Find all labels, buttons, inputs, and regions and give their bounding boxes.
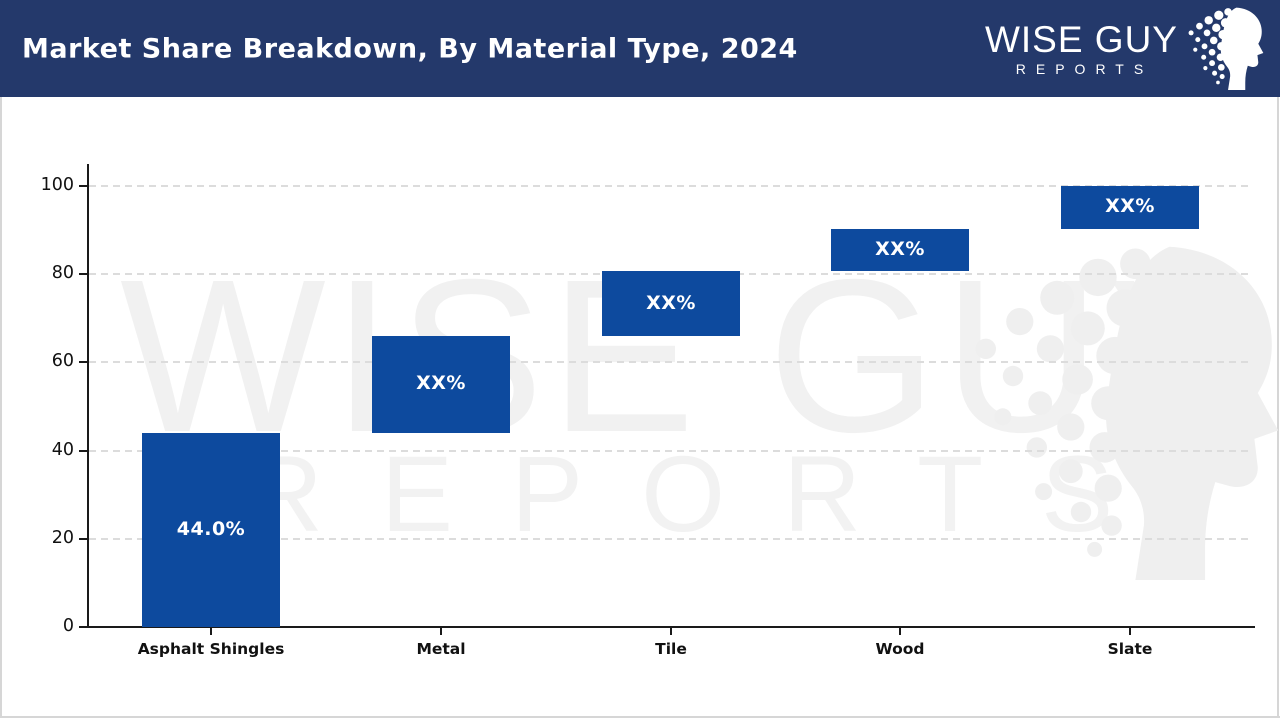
- x-tick-label: Slate: [1107, 640, 1153, 658]
- logo-wordmark: WISE GUY: [984, 18, 1178, 60]
- y-axis-line: [87, 164, 89, 628]
- x-tick: [899, 628, 901, 635]
- y-tick-label: 80: [51, 263, 74, 284]
- gridline: [89, 537, 1253, 540]
- logo-subtext: REPORTS: [1015, 60, 1154, 77]
- bar: 44.0%: [142, 432, 280, 627]
- x-tick-label: Wood: [875, 640, 925, 658]
- x-axis-line: [87, 626, 1255, 628]
- bar: XX%: [602, 271, 740, 336]
- y-tick-label: 40: [51, 439, 74, 460]
- header-bar: Market Share Breakdown, By Material Type…: [0, 0, 1280, 97]
- bar-label: XX%: [646, 291, 696, 314]
- x-tick: [670, 628, 672, 635]
- x-tick: [1129, 628, 1131, 635]
- y-tick: [79, 626, 87, 628]
- x-tick-label: Asphalt Shingles: [137, 640, 285, 658]
- gridline: [89, 449, 1253, 452]
- page-title: Market Share Breakdown, By Material Type…: [22, 33, 798, 64]
- x-tick: [210, 628, 212, 635]
- bar: XX%: [831, 228, 969, 272]
- bar-label: XX%: [875, 238, 925, 261]
- y-tick-label: 60: [51, 351, 74, 372]
- gridline: [89, 361, 1253, 364]
- bar: XX%: [1061, 186, 1199, 229]
- y-tick: [79, 273, 87, 276]
- bar-label: XX%: [1105, 195, 1155, 218]
- frame-border-left: [0, 97, 2, 718]
- y-tick: [79, 449, 87, 452]
- y-tick-label: 100: [40, 175, 74, 195]
- bar: XX%: [372, 335, 510, 433]
- gridline: [89, 185, 1253, 187]
- y-tick-label: 20: [51, 527, 74, 548]
- bar-label: XX%: [416, 372, 466, 395]
- frame-border-bottom: [0, 716, 1280, 718]
- x-tick: [440, 628, 442, 635]
- y-tick: [79, 185, 87, 187]
- bar-label: 44.0%: [176, 518, 246, 541]
- wise-guy-reports-logo: WISE GUY REPORTS: [985, 6, 1266, 90]
- x-tick-label: Tile: [655, 640, 687, 658]
- y-tick: [79, 361, 87, 364]
- x-tick-label: Metal: [416, 640, 466, 658]
- y-tick: [79, 537, 87, 540]
- y-tick-label: 0: [62, 616, 74, 636]
